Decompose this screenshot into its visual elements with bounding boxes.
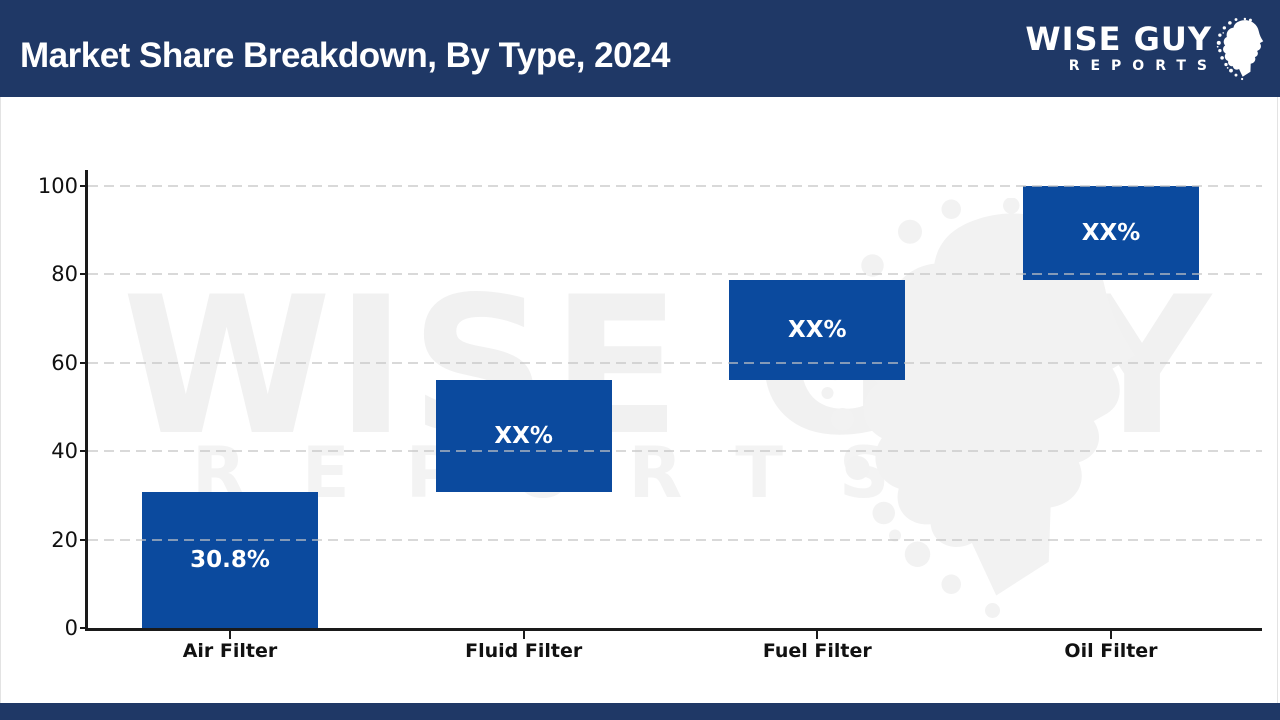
y-tick xyxy=(80,185,88,187)
x-category-label: Oil Filter xyxy=(1064,640,1158,662)
wiseguy-face-icon xyxy=(1216,11,1266,87)
y-tick-label: 20 xyxy=(51,527,78,552)
bar-air-filter: 30.8% xyxy=(142,491,318,628)
header-bar: Market Share Breakdown, By Type, 2024 WI… xyxy=(0,0,1280,97)
gridline xyxy=(88,185,1262,187)
logo-reports-text: REPORTS xyxy=(1068,58,1218,75)
y-axis-line xyxy=(85,170,88,631)
x-tick xyxy=(522,631,525,639)
logo-wiseguy-text: WISE GUY xyxy=(1025,19,1212,58)
y-tick xyxy=(80,361,88,364)
bar-value-label: XX% xyxy=(788,317,847,344)
bar-fluid-filter: XX% xyxy=(435,380,612,492)
x-axis-line xyxy=(85,628,1262,631)
x-category-label: Air Filter xyxy=(182,640,278,662)
y-tick xyxy=(80,538,88,541)
gridline xyxy=(88,361,1262,364)
gridline xyxy=(88,538,1262,541)
y-tick xyxy=(80,627,88,629)
bar-fuel-filter: XX% xyxy=(729,279,906,381)
bar-oil-filter: XX% xyxy=(1023,186,1199,280)
y-tick-label: 40 xyxy=(51,439,78,464)
y-tick-label: 0 xyxy=(64,616,78,640)
gridline xyxy=(88,273,1262,276)
x-category-label: Fluid Filter xyxy=(465,640,583,662)
gridline xyxy=(88,450,1262,453)
bar-value-label: 30.8% xyxy=(190,546,270,573)
y-tick xyxy=(80,273,88,276)
x-tick xyxy=(1110,631,1112,639)
y-tick-label: 60 xyxy=(51,350,78,375)
footer-bar xyxy=(0,703,1280,720)
x-tick xyxy=(816,631,819,639)
x-tick xyxy=(229,631,231,639)
bar-value-label: XX% xyxy=(1081,219,1141,246)
y-tick-label: 80 xyxy=(51,262,78,287)
y-tick xyxy=(80,450,88,453)
wiseguy-logo: WISE GUY REPORTS xyxy=(1025,6,1266,91)
bar-value-label: XX% xyxy=(494,423,553,450)
y-tick-label: 100 xyxy=(37,174,78,198)
x-category-label: Fuel Filter xyxy=(762,640,872,662)
chart-title: Market Share Breakdown, By Type, 2024 xyxy=(20,36,671,75)
